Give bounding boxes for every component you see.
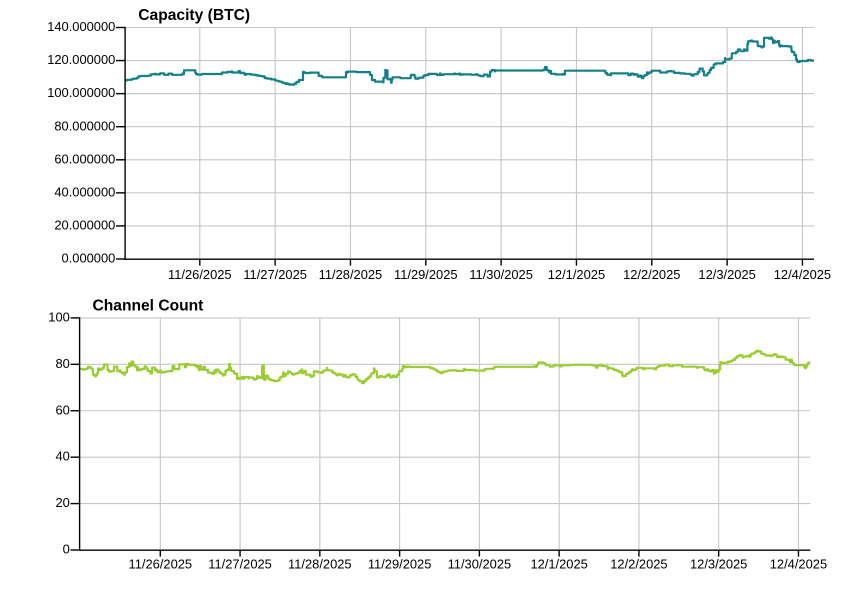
svg-text:Capacity (BTC): Capacity (BTC) (138, 7, 250, 24)
svg-text:11/26/2025: 11/26/2025 (129, 557, 193, 572)
svg-text:120.000000: 120.000000 (47, 52, 115, 67)
svg-text:11/26/2025: 11/26/2025 (168, 267, 232, 282)
svg-text:0: 0 (63, 542, 70, 557)
svg-text:Channel Count: Channel Count (93, 298, 204, 315)
svg-text:0.000000: 0.000000 (62, 251, 116, 266)
svg-text:11/29/2025: 11/29/2025 (368, 557, 432, 572)
svg-text:12/1/2025: 12/1/2025 (530, 557, 587, 572)
svg-text:80: 80 (55, 356, 69, 371)
svg-text:40: 40 (55, 449, 69, 464)
svg-text:20.000000: 20.000000 (54, 218, 115, 233)
svg-text:12/1/2025: 12/1/2025 (548, 267, 605, 282)
svg-text:11/27/2025: 11/27/2025 (208, 557, 272, 572)
svg-text:12/3/2025: 12/3/2025 (690, 557, 747, 572)
svg-text:12/3/2025: 12/3/2025 (698, 267, 755, 282)
svg-text:60: 60 (55, 402, 69, 417)
svg-text:11/28/2025: 11/28/2025 (288, 557, 352, 572)
svg-text:11/30/2025: 11/30/2025 (469, 267, 533, 282)
svg-text:11/28/2025: 11/28/2025 (319, 267, 383, 282)
svg-text:140.000000: 140.000000 (47, 19, 115, 34)
svg-text:12/2/2025: 12/2/2025 (623, 267, 680, 282)
svg-text:20: 20 (55, 495, 69, 510)
svg-text:11/27/2025: 11/27/2025 (243, 267, 307, 282)
svg-text:40.000000: 40.000000 (54, 184, 115, 199)
svg-text:80.000000: 80.000000 (54, 118, 115, 133)
svg-text:100: 100 (48, 309, 70, 324)
svg-text:60.000000: 60.000000 (54, 151, 115, 166)
svg-text:100.000000: 100.000000 (47, 85, 115, 100)
svg-text:12/4/2025: 12/4/2025 (770, 557, 827, 572)
svg-text:12/2/2025: 12/2/2025 (610, 557, 667, 572)
svg-text:11/30/2025: 11/30/2025 (448, 557, 512, 572)
svg-text:11/29/2025: 11/29/2025 (394, 267, 458, 282)
svg-text:12/4/2025: 12/4/2025 (774, 267, 831, 282)
